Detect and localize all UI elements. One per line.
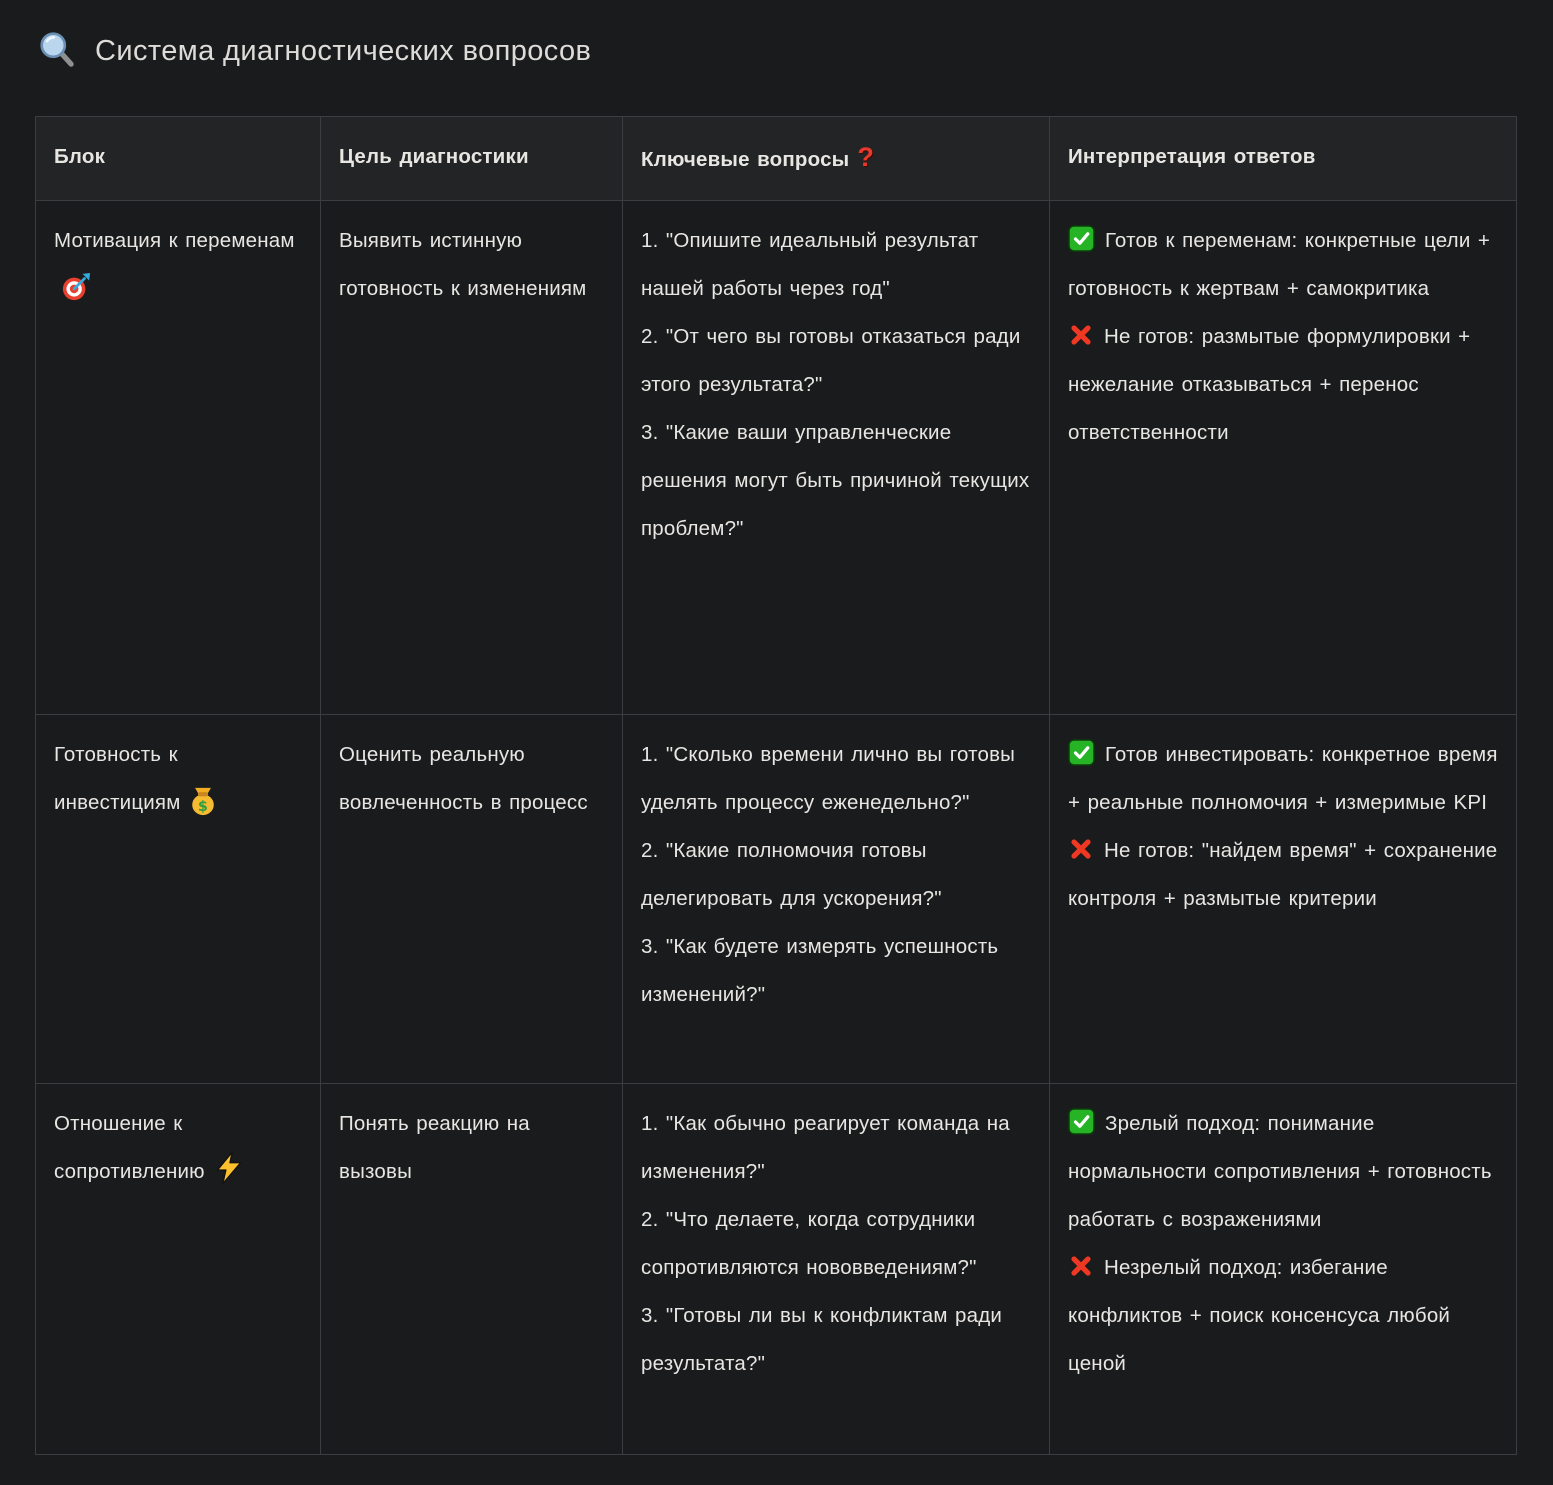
table-row-resistance: Отношение к сопротивлению Понять реакцию… <box>35 1083 1517 1455</box>
cell-interpretation: Готов инвестировать: конкретное время + … <box>1049 714 1517 1084</box>
question-item: 1. "Опишите идеальный результат нашей ра… <box>641 229 979 300</box>
interpretation-negative-text: Не готов: размытые формулировки + нежела… <box>1068 325 1471 444</box>
cross-mark-icon <box>1068 322 1094 348</box>
question-item: 3. "Готовы ли вы к конфликтам ради резул… <box>641 1304 1003 1375</box>
table-header-row: Блок Цель диагностики Ключевые вопросы? … <box>35 116 1517 201</box>
interpretation-positive: Готов инвестировать: конкретное время + … <box>1068 731 1498 827</box>
interpretation-positive: Зрелый подход: понимание нормальности со… <box>1068 1100 1498 1244</box>
magnifier-icon <box>37 30 79 72</box>
cell-goal: Выявить истинную готовность к изменениям <box>320 200 623 715</box>
interpretation-positive-text: Готов к переменам: конкретные цели + гот… <box>1068 229 1491 300</box>
col-header-questions-label: Ключевые вопросы <box>641 148 850 171</box>
cell-questions: 1. "Опишите идеальный результат нашей ра… <box>622 200 1050 715</box>
block-label: Готовность к инвестициям <box>54 743 181 814</box>
svg-text:$: $ <box>198 799 208 815</box>
col-header-block-label: Блок <box>54 145 106 168</box>
red-question-mark-icon: ? <box>857 142 875 172</box>
block-label: Отношение к сопротивлению <box>54 1112 205 1183</box>
check-mark-icon <box>1068 1108 1095 1135</box>
block-label: Мотивация к переменам <box>54 229 295 252</box>
col-header-goal: Цель диагностики <box>320 116 623 201</box>
cell-interpretation: Готов к переменам: конкретные цели + гот… <box>1049 200 1517 715</box>
question-item: 3. "Как будете измерять успешность измен… <box>641 935 999 1006</box>
cell-goal: Понять реакцию на вызовы <box>320 1083 623 1455</box>
interpretation-negative-text: Не готов: "найдем время" + сохранение ко… <box>1068 839 1498 910</box>
diagnostics-table: Блок Цель диагностики Ключевые вопросы? … <box>35 116 1517 1455</box>
question-item: 1. "Сколько времени лично вы готовы удел… <box>641 743 1016 814</box>
cell-interpretation: Зрелый подход: понимание нормальности со… <box>1049 1083 1517 1455</box>
table-row-motivation: Мотивация к переменам Выявить истинную г… <box>35 200 1517 715</box>
interpretation-negative-text: Незрелый подход: избегание конфликтов + … <box>1068 1256 1451 1375</box>
question-item: 3. "Какие ваши управленческие решения мо… <box>641 421 1030 540</box>
cell-goal: Оценить реальную вовлеченность в процесс <box>320 714 623 1084</box>
cell-block: Готовность к инвестициям $ <box>35 714 321 1084</box>
dart-target-icon <box>61 272 91 302</box>
cell-questions: 1. "Как обычно реагирует команда на изме… <box>622 1083 1050 1455</box>
table-row-investment: Готовность к инвестициям $ Оценить реаль… <box>35 714 1517 1084</box>
col-header-goal-label: Цель диагностики <box>339 145 529 168</box>
page-title-text: Система диагностических вопросов <box>95 34 592 67</box>
col-header-interpretation-label: Интерпретация ответов <box>1068 145 1316 168</box>
col-header-interpretation: Интерпретация ответов <box>1049 116 1517 201</box>
question-item: 2. "Что делаете, когда сотрудники сопрот… <box>641 1208 977 1279</box>
check-mark-icon <box>1068 225 1095 252</box>
cell-block: Мотивация к переменам <box>35 200 321 715</box>
col-header-questions: Ключевые вопросы? <box>622 116 1050 201</box>
interpretation-negative: Не готов: "найдем время" + сохранение ко… <box>1068 827 1498 923</box>
interpretation-positive-text: Зрелый подход: понимание нормальности со… <box>1068 1112 1492 1231</box>
question-item: 2. "От чего вы готовы отказаться ради эт… <box>641 325 1021 396</box>
lightning-icon <box>212 1151 246 1185</box>
interpretation-negative: Незрелый подход: избегание конфликтов + … <box>1068 1244 1498 1388</box>
question-item: 2. "Какие полномочия готовы делегировать… <box>641 839 942 910</box>
cell-block: Отношение к сопротивлению <box>35 1083 321 1455</box>
interpretation-positive: Готов к переменам: конкретные цели + гот… <box>1068 217 1498 313</box>
check-mark-icon <box>1068 739 1095 766</box>
interpretation-negative: Не готов: размытые формулировки + нежела… <box>1068 313 1498 457</box>
money-bag-icon: $ <box>188 786 218 816</box>
cross-mark-icon <box>1068 1253 1094 1279</box>
interpretation-positive-text: Готов инвестировать: конкретное время + … <box>1068 743 1498 814</box>
page-title: Система диагностических вопросов <box>37 30 1517 72</box>
cross-mark-icon <box>1068 836 1094 862</box>
cell-questions: 1. "Сколько времени лично вы готовы удел… <box>622 714 1050 1084</box>
col-header-block: Блок <box>35 116 321 201</box>
question-item: 1. "Как обычно реагирует команда на изме… <box>641 1112 1010 1183</box>
